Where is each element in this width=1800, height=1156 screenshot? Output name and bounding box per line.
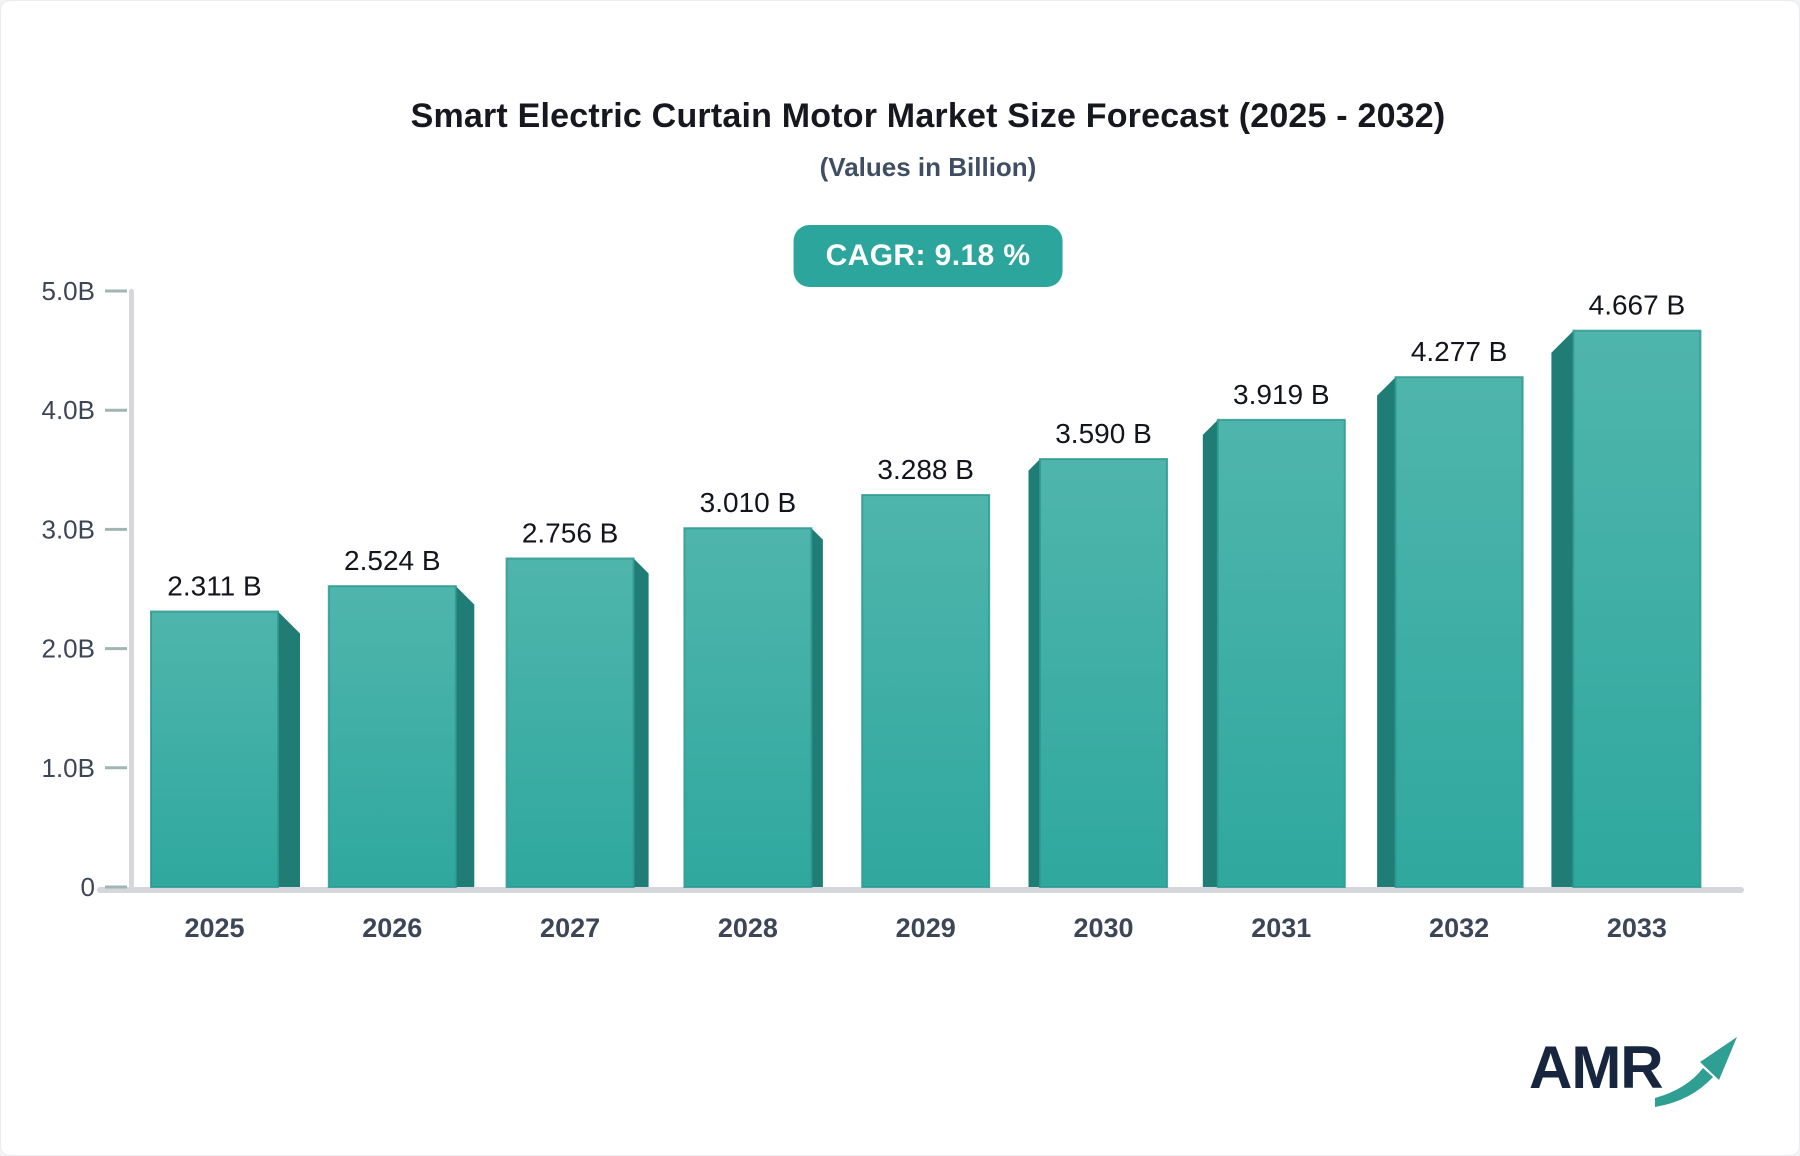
y-tick-label: 3.0B	[42, 514, 96, 544]
bar-side	[1028, 459, 1040, 887]
bar	[1039, 458, 1168, 888]
bar	[1216, 418, 1346, 888]
chart-subtitle: (Values in Billion)	[819, 152, 1037, 182]
bar-value-label: 2.311 B	[167, 571, 261, 602]
y-axis-line	[129, 289, 134, 892]
y-tick-label: 0	[81, 872, 95, 902]
bar-side	[811, 528, 823, 887]
bar	[1572, 329, 1702, 888]
bar-value-label: 3.919 B	[1233, 379, 1330, 410]
x-tick-label: 2033	[1607, 913, 1667, 943]
y-axis: 0 1.0B 2.0B 3.0B 4.0B 5.0B	[42, 276, 127, 902]
x-tick-label: 2032	[1429, 913, 1489, 943]
bar-side	[278, 611, 300, 887]
amr-logo: AMR	[1529, 1033, 1745, 1115]
amr-logo-text: AMR	[1529, 1034, 1664, 1101]
axes	[97, 289, 1744, 893]
bar-value-label: 2.756 B	[522, 517, 619, 548]
x-tick-label: 2029	[896, 913, 956, 943]
bar	[327, 585, 457, 889]
bar-side	[1551, 330, 1574, 887]
y-tick-label: 1.0B	[42, 753, 96, 783]
bar-value-label: 3.010 B	[700, 487, 797, 518]
y-tick-label: 5.0B	[42, 276, 96, 306]
bar	[683, 527, 813, 888]
growth-arrow-icon	[1654, 1037, 1737, 1107]
bar-side	[1202, 419, 1218, 887]
bar	[150, 610, 279, 888]
x-axis-line	[97, 887, 1744, 893]
x-tick-label: 2030	[1073, 913, 1133, 943]
bar	[505, 557, 635, 888]
x-axis: 2025 2026 2027 2028 2029 2030 2031 2032 2033	[184, 913, 1666, 943]
bar-value-label: 3.288 B	[877, 454, 974, 485]
x-tick-label: 2028	[718, 913, 778, 943]
x-tick-label: 2031	[1251, 913, 1311, 943]
bar	[1394, 376, 1524, 888]
chart-header: Smart Electric Curtain Motor Market Size…	[411, 97, 1446, 287]
y-tick-label: 2.0B	[42, 634, 96, 664]
bar-side	[1377, 377, 1396, 887]
bar	[861, 494, 991, 888]
y-tick-label: 4.0B	[42, 395, 96, 425]
bar-side	[633, 558, 649, 887]
bar-value-label: 4.667 B	[1589, 290, 1686, 321]
x-tick-label: 2026	[362, 913, 422, 943]
bar-value-label: 2.524 B	[344, 545, 441, 576]
x-tick-label: 2027	[540, 913, 600, 943]
bar-value-label: 4.277 B	[1411, 336, 1508, 367]
bars-group: 2.311 B 2.524 B 2.756 B 3.010 B 3.288 B 3.590…	[150, 290, 1702, 889]
bar-side	[455, 586, 475, 887]
x-tick-label: 2025	[184, 913, 244, 943]
chart-title: Smart Electric Curtain Motor Market Size…	[410, 97, 1446, 135]
bar-value-label: 3.590 B	[1055, 418, 1152, 449]
cagr-badge: CAGR: 9.18 %	[793, 225, 1063, 287]
